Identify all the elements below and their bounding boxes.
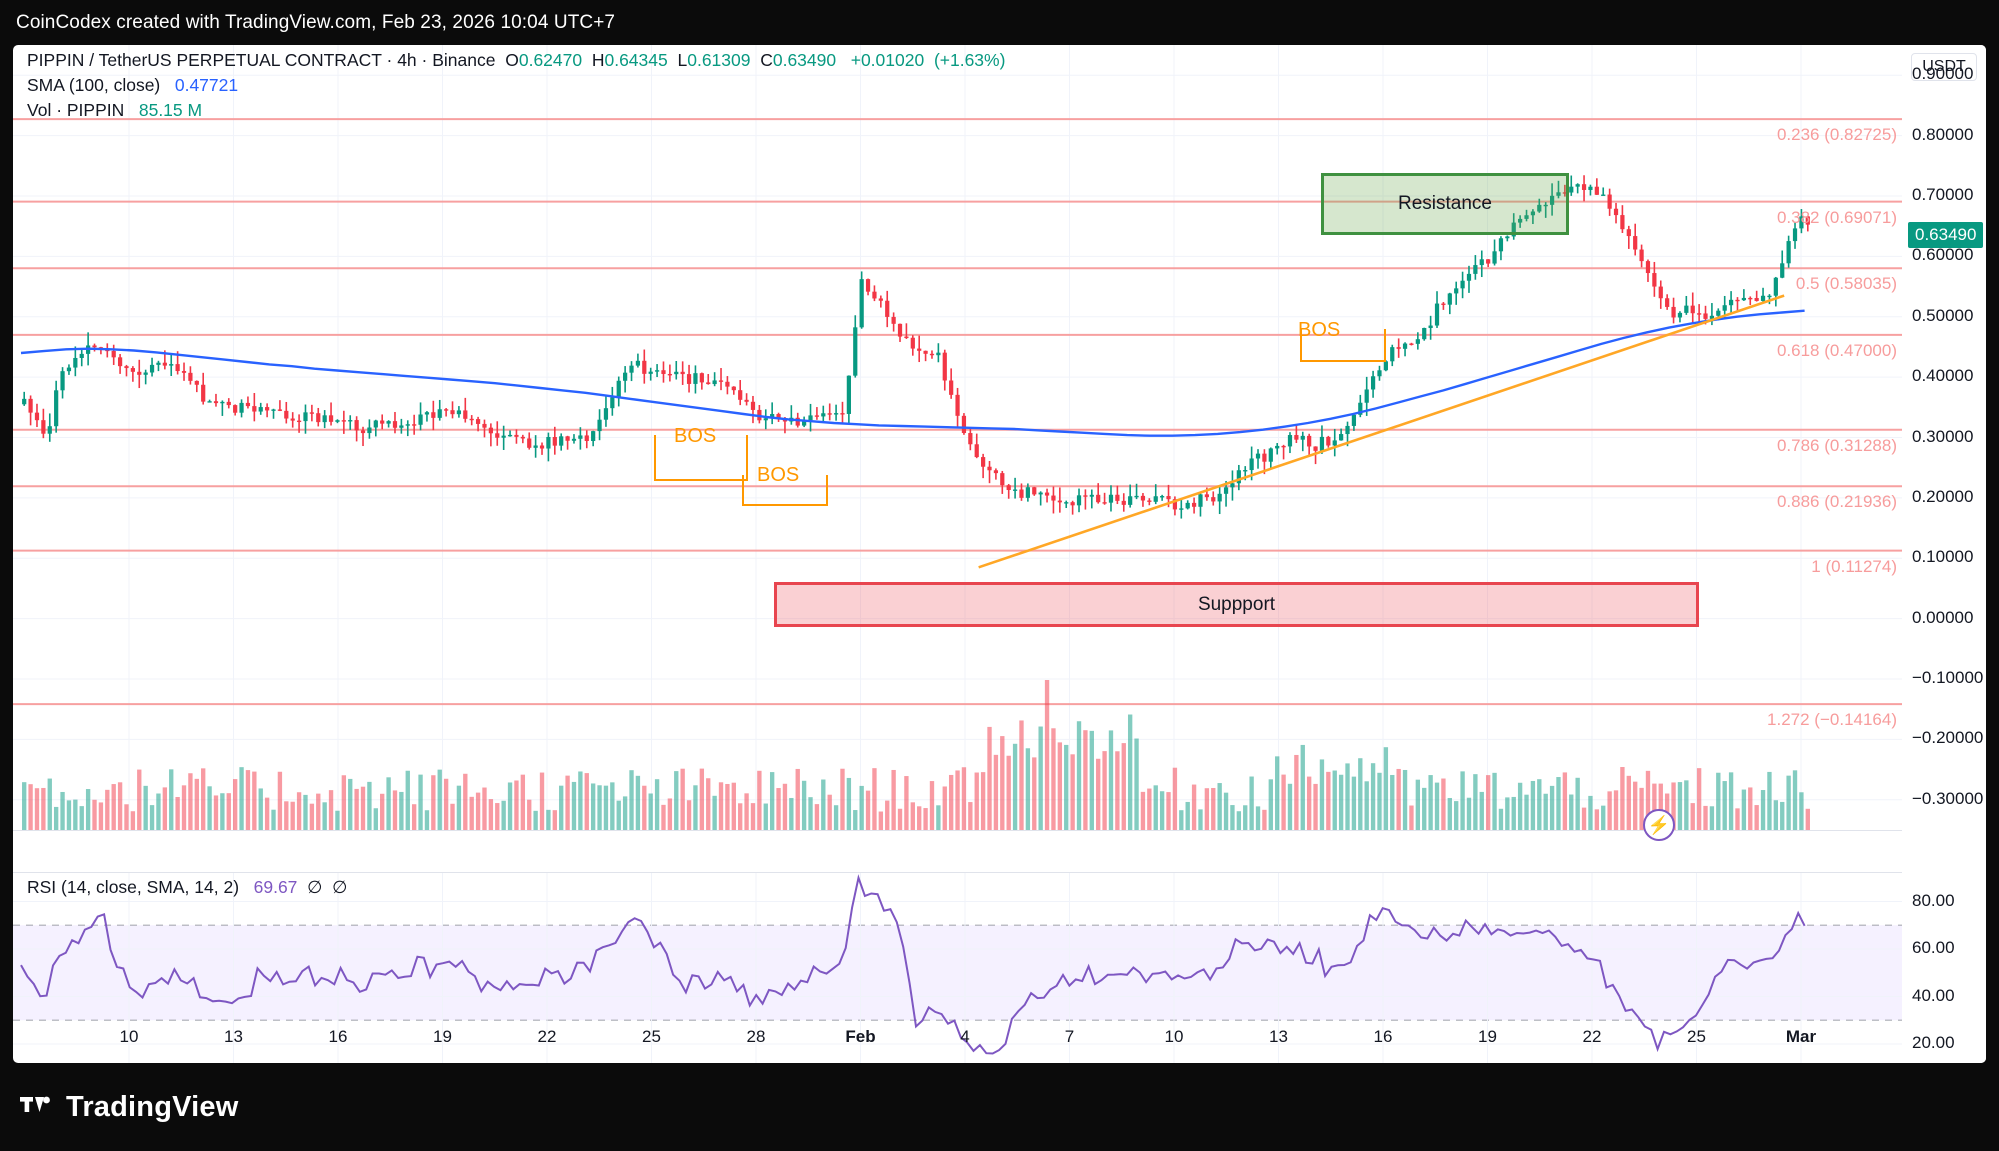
fibonacci-level-label: 0.382 (0.69071) [1776,207,1897,227]
rsi-plot [13,873,1902,1063]
time-tick-label: 25 [1687,1027,1706,1046]
bos-third-label: BOS [1298,319,1341,341]
bos-first-label: BOS [674,425,717,447]
legend-volume-value: 85.15 M [138,100,203,120]
legend-low-value: 0.61309 [687,50,751,70]
support-zone[interactable]: Suppport [774,582,1699,627]
price-tick-label: 0.10000 [1912,547,1974,567]
rsi-legend-value: 69.67 [253,877,298,897]
legend-volume-row[interactable]: Vol · PIPPIN 85.15 M [27,98,1005,123]
time-tick-label: 16 [328,1027,348,1046]
price-tick-label: 0.40000 [1912,366,1974,386]
legend-ohlc-row[interactable]: PIPPIN / TetherUS PERPETUAL CONTRACT · 4… [27,48,1005,73]
legend-close-label: C [760,50,773,70]
fibonacci-level-label: 1 (0.11274) [1811,556,1897,576]
fibonacci-level-label: 0.618 (0.47000) [1776,340,1897,360]
rsi-tick-label: 40.00 [1912,985,1955,1005]
time-tick-label: 28 [746,1027,766,1046]
time-tick-label: 13 [1269,1027,1288,1046]
price-tick-label: −0.10000 [1912,668,1984,688]
rsi-tick-label: 60.00 [1912,938,1955,957]
chart-card[interactable]: PIPPIN / TetherUS PERPETUAL CONTRACT · 4… [13,45,1986,1063]
lightning-icon[interactable]: ⚡ [1643,809,1675,841]
legend-high-value: 0.64345 [604,50,668,70]
price-tick-label: 0.30000 [1912,426,1974,446]
tradingview-logo-icon [20,1096,50,1112]
legend-sep-1: · [381,50,398,70]
rsi-tick-label: 80.00 [1912,890,1955,910]
pane-divider-2 [13,872,1902,873]
tradingview-brand-bar: TradingView [0,1063,1999,1151]
price-pane[interactable] [13,45,1902,830]
price-tick-label: 0.20000 [1912,486,1974,506]
time-tick-label: 13 [224,1027,243,1046]
legend-high-label: H [591,50,605,70]
fibonacci-level-label: 0.886 (0.21936) [1776,492,1897,512]
legend-symbol[interactable]: PIPPIN / TetherUS PERPETUAL CONTRACT [27,50,382,70]
rsi-tick-label: 20.00 [1912,1033,1955,1052]
price-tick-label: −0.20000 [1912,728,1984,748]
currency-unit-badge[interactable]: USDT [1911,53,1977,81]
legend-sma-row[interactable]: SMA (100, close) 0.47721 [27,73,1005,98]
time-tick-label: 25 [642,1027,661,1046]
legend-exchange[interactable]: Binance [432,50,496,70]
rsi-legend-row[interactable]: RSI (14, close, SMA, 14, 2) 69.67 ∅ ∅ [27,875,347,900]
rsi-legend: RSI (14, close, SMA, 14, 2) 69.67 ∅ ∅ [27,875,347,900]
fibonacci-level-label: 0.786 (0.31288) [1776,435,1897,455]
time-tick-label: 10 [1164,1027,1184,1046]
price-tick-label: 0.90000 [1912,64,1974,84]
legend-close-value: 0.63490 [772,50,837,70]
rsi-legend-extra-2: ∅ [332,877,348,897]
legend-low-label: L [677,50,688,70]
tradingview-brand-name: TradingView [66,1090,239,1123]
time-tick-label: 19 [433,1027,452,1046]
time-tick-label: 22 [1582,1027,1602,1046]
legend-volume-title: Vol · PIPPIN [27,100,125,120]
time-tick-label: Mar [1785,1027,1817,1046]
chart-legend: PIPPIN / TetherUS PERPETUAL CONTRACT · 4… [27,48,1005,123]
legend-interval[interactable]: 4h [397,50,417,70]
fibonacci-level-label: 0.236 (0.82725) [1776,125,1897,145]
current-price-tag: 0.63490 [1908,222,1984,249]
legend-sma-title: SMA (100, close) [27,75,161,95]
price-tick-label: 0.70000 [1912,184,1974,204]
rsi-pane[interactable] [13,873,1902,1063]
rsi-legend-title: RSI (14, close, SMA, 14, 2) [27,877,240,897]
fibonacci-level-label: 0.5 (0.58035) [1795,274,1897,294]
watermark-bar: CoinCodex created with TradingView.com, … [0,0,1999,45]
price-plot [13,45,1902,830]
fibonacci-level-label: 1.272 (−0.14164) [1767,710,1897,730]
bos-second-label: BOS [757,464,800,486]
legend-sep-2: · [416,50,433,70]
legend-open-value: 0.62470 [518,50,583,70]
legend-sma-value: 0.47721 [174,75,239,95]
price-tick-label: 0.80000 [1912,124,1974,144]
price-tick-label: 0.00000 [1912,607,1974,627]
time-tick-label: 22 [537,1027,557,1046]
legend-change-percent: (+1.63%) [933,50,1006,70]
legend-change: +0.01020 [850,50,925,70]
time-tick-label: 10 [119,1027,139,1046]
rsi-legend-extra-1: ∅ [307,877,323,897]
price-tick-label: 0.50000 [1912,305,1974,325]
bos-first-bracket[interactable] [654,435,748,481]
legend-open-label: O [505,50,519,70]
time-tick-label: 4 [960,1027,970,1046]
bos-third-bracket[interactable] [1300,329,1386,362]
price-tick-label: 0.60000 [1912,245,1974,265]
resistance-zone[interactable]: Resistance [1321,173,1569,235]
price-tick-label: −0.30000 [1912,788,1984,808]
bos-second-bracket[interactable] [742,475,828,506]
time-tick-label: Feb [845,1027,876,1046]
pane-divider-1 [13,830,1902,831]
time-tick-label: 7 [1064,1027,1075,1046]
time-tick-label: 19 [1478,1027,1497,1046]
time-tick-label: 16 [1373,1027,1393,1046]
price-axis[interactable]: USDT 0.90000 0.80000 0.70000 0.60000 0.50000… [1902,45,1986,1063]
